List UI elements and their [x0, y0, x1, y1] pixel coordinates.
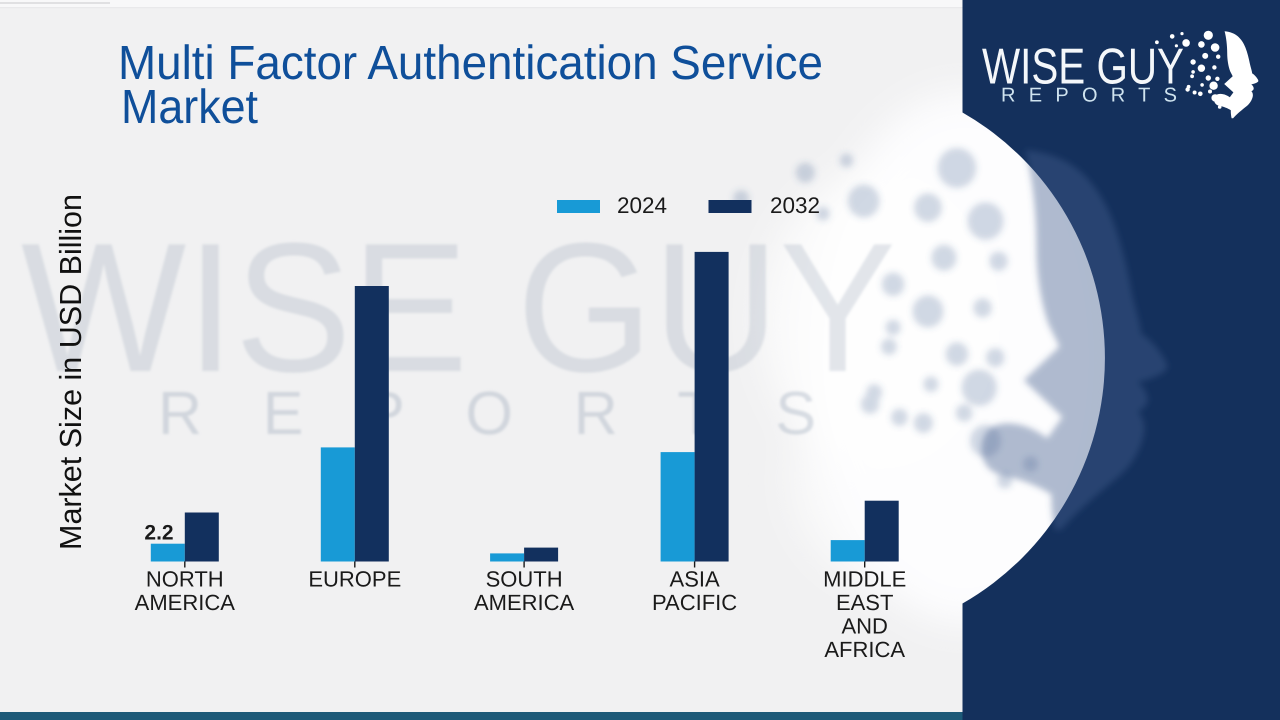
svg-text:AND: AND — [841, 614, 887, 639]
svg-text:AFRICA: AFRICA — [824, 637, 905, 662]
svg-text:EUROPE: EUROPE — [308, 567, 401, 592]
svg-text:Multi Factor Authentication Se: Multi Factor Authentication Service — [118, 37, 823, 90]
svg-text:ASIA: ASIA — [670, 567, 720, 592]
svg-text:2024: 2024 — [617, 193, 667, 218]
svg-text:EAST: EAST — [836, 590, 893, 615]
svg-text:2.2: 2.2 — [144, 522, 173, 545]
svg-text:WISE GUY: WISE GUY — [982, 37, 1184, 94]
svg-text:PACIFIC: PACIFIC — [652, 590, 737, 615]
svg-text:WISE GUY: WISE GUY — [21, 204, 896, 410]
svg-text:Market Size in USD Billion: Market Size in USD Billion — [54, 194, 88, 550]
svg-text:AMERICA: AMERICA — [135, 590, 236, 615]
svg-text:AMERICA: AMERICA — [474, 590, 575, 615]
svg-text:Market: Market — [121, 81, 258, 134]
svg-text:SOUTH: SOUTH — [486, 567, 563, 592]
svg-text:2032: 2032 — [770, 193, 820, 218]
svg-text:NORTH: NORTH — [146, 567, 224, 592]
svg-text:MIDDLE: MIDDLE — [823, 567, 906, 592]
